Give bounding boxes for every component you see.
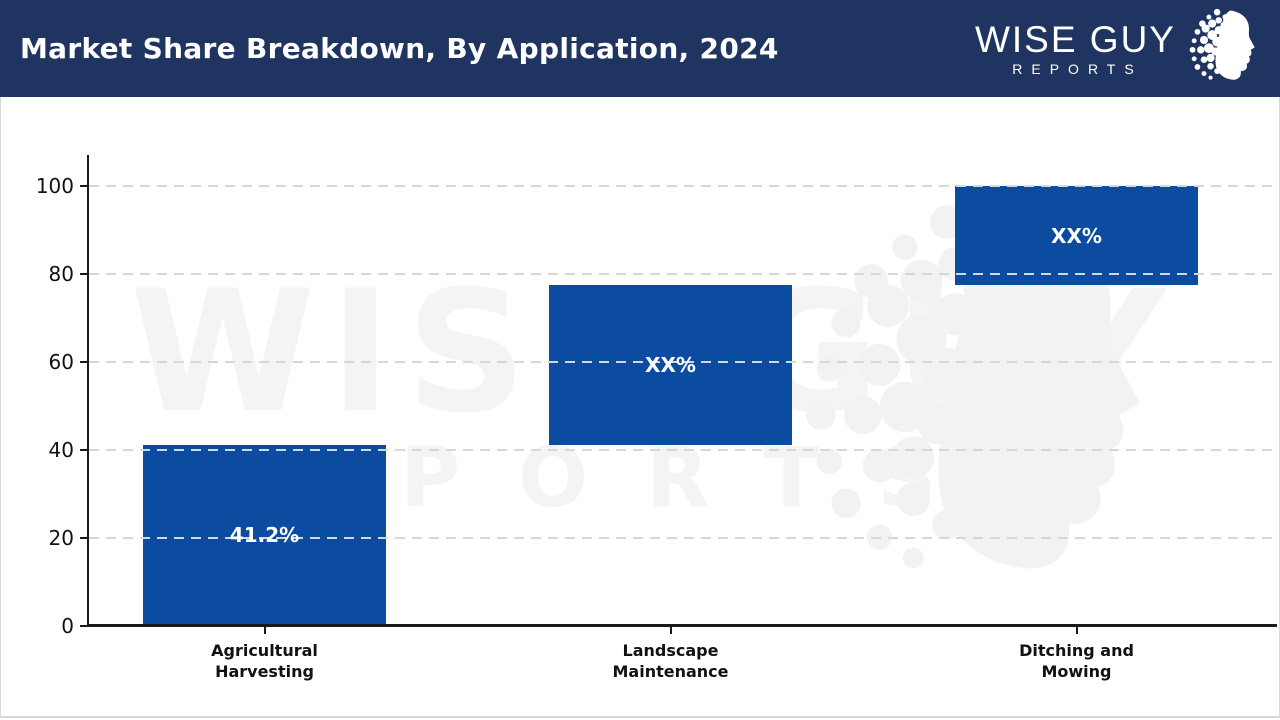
x-axis-tick <box>263 627 266 634</box>
bar <box>143 444 386 626</box>
bar-value-label: 41.2% <box>229 523 300 548</box>
gridline <box>89 537 1277 539</box>
bar <box>549 285 792 445</box>
bar-value-label: XX% <box>1051 223 1102 248</box>
y-axis-tick <box>80 449 88 451</box>
y-axis-tick <box>80 361 88 363</box>
brand-name: WISE GUY <box>974 19 1176 60</box>
gridline <box>89 185 1277 187</box>
y-axis-tick-label: 100 <box>35 174 74 198</box>
header-bar: Market Share Breakdown, By Application, … <box>0 0 1280 97</box>
gridline <box>89 361 1277 363</box>
x-axis-category-label: Ditching and Mowing <box>1019 641 1134 681</box>
y-axis-spine <box>87 155 89 626</box>
y-axis-tick-label: 80 <box>48 262 74 286</box>
y-axis-tick-label: 20 <box>48 526 74 550</box>
brand-head-icon <box>1189 8 1255 80</box>
bar-value-label: XX% <box>645 352 696 377</box>
y-axis-tick <box>80 185 88 187</box>
y-axis-tick-label: 0 <box>61 614 74 638</box>
y-axis-tick <box>80 273 88 275</box>
x-axis-tick <box>669 627 672 634</box>
y-axis-tick <box>80 537 88 539</box>
x-axis-category-label: Landscape Maintenance <box>612 641 729 681</box>
gridline <box>89 273 1277 275</box>
page-title: Market Share Breakdown, By Application, … <box>20 32 779 65</box>
x-axis-line <box>87 624 1277 627</box>
bar <box>955 186 1198 285</box>
gridline <box>89 449 1277 451</box>
brand-logo: WISE GUY REPORTS <box>975 4 1280 94</box>
brand-logo-text: WISE GUY REPORTS <box>974 19 1176 78</box>
y-axis-tick-label: 40 <box>48 438 74 462</box>
y-axis-tick-label: 60 <box>48 350 74 374</box>
x-axis-category-label: Agricultural Harvesting <box>211 641 318 681</box>
x-axis-tick <box>1075 627 1078 634</box>
brand-subname: REPORTS <box>1012 61 1143 77</box>
y-axis-tick <box>80 625 88 627</box>
